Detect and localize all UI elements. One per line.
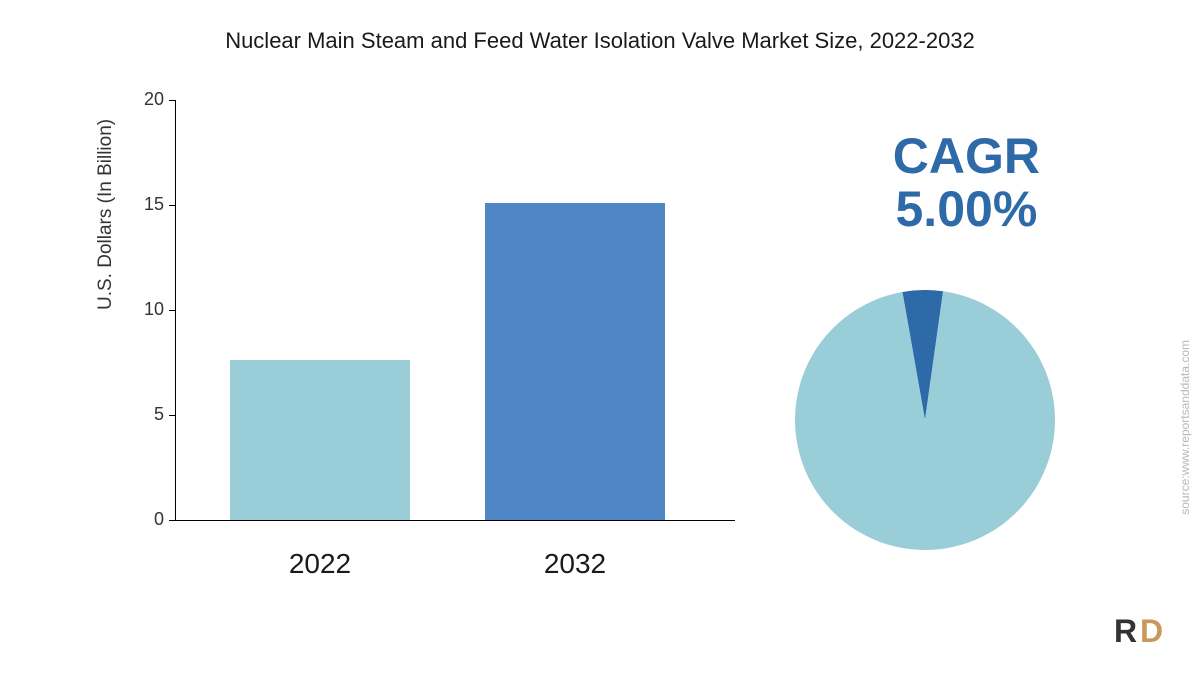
brand-logo: R D (1110, 612, 1172, 650)
x-tick-label: 2032 (530, 548, 620, 580)
cagr-value: 5.00% (893, 183, 1040, 236)
logo-icon: R D (1110, 612, 1172, 650)
pie-chart (795, 290, 1055, 550)
y-tick-label: 20 (140, 89, 164, 110)
logo-letter-d: D (1140, 613, 1163, 649)
pie-svg (795, 290, 1055, 550)
y-tick-label: 0 (140, 509, 164, 530)
cagr-label: CAGR (893, 130, 1040, 183)
chart-container: Nuclear Main Steam and Feed Water Isolat… (0, 0, 1200, 674)
y-tick-label: 15 (140, 194, 164, 215)
y-tick-label: 5 (140, 404, 164, 425)
bar-plot-area (175, 100, 735, 520)
logo-letter-r: R (1114, 613, 1137, 649)
bar-2032 (485, 203, 665, 520)
x-axis-line (175, 520, 735, 521)
y-tick-label: 10 (140, 299, 164, 320)
x-tick-label: 2022 (275, 548, 365, 580)
y-axis-label: U.S. Dollars (In Billion) (95, 119, 117, 310)
source-attribution: source:www.reportsanddata.com (1178, 340, 1192, 515)
bar-2022 (230, 360, 410, 520)
cagr-block: CAGR 5.00% (893, 130, 1040, 235)
chart-title: Nuclear Main Steam and Feed Water Isolat… (0, 28, 1200, 54)
